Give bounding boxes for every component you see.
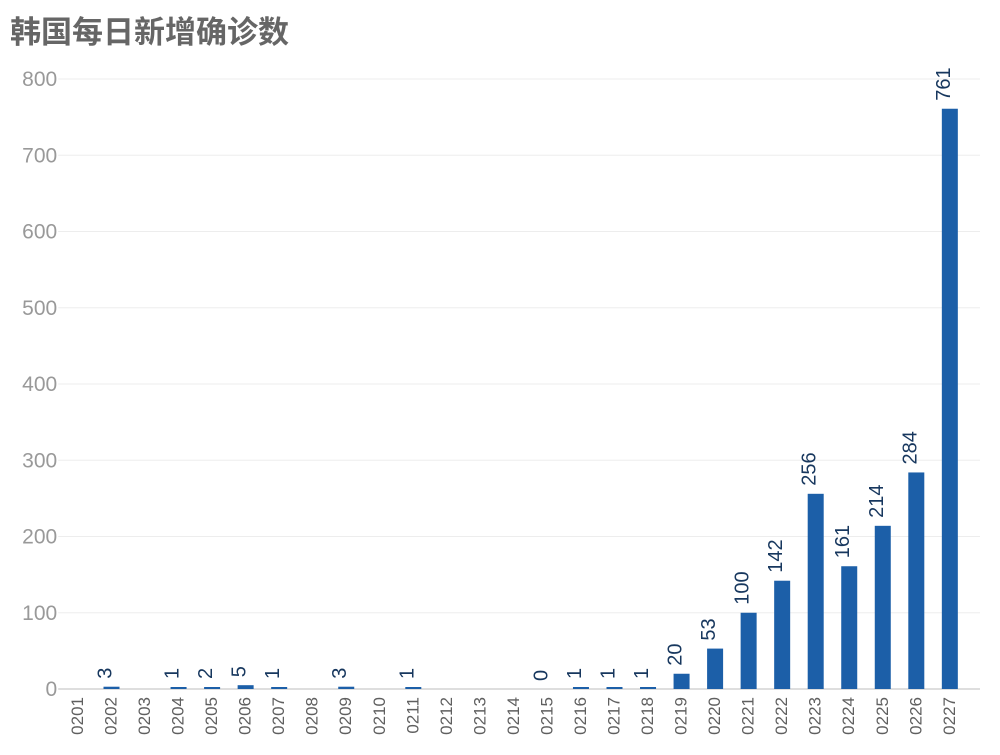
svg-text:256: 256 xyxy=(799,452,821,485)
svg-text:0219: 0219 xyxy=(672,697,691,735)
svg-text:0216: 0216 xyxy=(571,697,590,735)
svg-text:0224: 0224 xyxy=(839,697,858,735)
svg-text:0207: 0207 xyxy=(269,697,288,735)
svg-text:0208: 0208 xyxy=(303,697,322,735)
svg-text:0212: 0212 xyxy=(437,697,456,735)
svg-text:100: 100 xyxy=(22,602,57,625)
svg-text:0210: 0210 xyxy=(370,697,389,735)
svg-text:284: 284 xyxy=(899,431,921,464)
svg-text:0221: 0221 xyxy=(739,697,758,735)
svg-text:0203: 0203 xyxy=(135,697,154,735)
svg-text:500: 500 xyxy=(22,297,57,320)
svg-text:2: 2 xyxy=(195,668,217,679)
svg-text:214: 214 xyxy=(866,484,888,517)
svg-text:1: 1 xyxy=(262,668,284,679)
svg-text:0214: 0214 xyxy=(504,697,523,735)
svg-text:0211: 0211 xyxy=(403,697,422,734)
svg-text:0: 0 xyxy=(46,678,58,701)
svg-text:200: 200 xyxy=(22,526,57,549)
svg-text:3: 3 xyxy=(329,668,351,679)
svg-text:0222: 0222 xyxy=(772,697,791,735)
svg-text:0204: 0204 xyxy=(169,697,188,735)
svg-text:400: 400 xyxy=(22,373,57,396)
svg-text:700: 700 xyxy=(22,144,57,167)
svg-text:1: 1 xyxy=(162,668,184,679)
svg-text:100: 100 xyxy=(732,571,754,604)
svg-text:1: 1 xyxy=(396,668,418,679)
svg-text:0223: 0223 xyxy=(806,697,825,735)
svg-text:0206: 0206 xyxy=(236,697,255,735)
svg-text:0201: 0201 xyxy=(68,697,87,735)
svg-text:0209: 0209 xyxy=(336,697,355,735)
svg-text:0220: 0220 xyxy=(705,697,724,735)
svg-text:0202: 0202 xyxy=(102,697,121,735)
svg-text:761: 761 xyxy=(933,67,955,100)
svg-text:0215: 0215 xyxy=(537,697,556,735)
svg-text:600: 600 xyxy=(22,221,57,244)
svg-text:300: 300 xyxy=(22,449,57,472)
svg-text:142: 142 xyxy=(765,539,787,572)
svg-text:0: 0 xyxy=(530,670,552,681)
svg-text:1: 1 xyxy=(631,668,653,679)
svg-text:0205: 0205 xyxy=(202,697,221,735)
svg-text:3: 3 xyxy=(95,668,117,679)
svg-text:161: 161 xyxy=(832,525,854,558)
svg-text:1: 1 xyxy=(564,668,586,679)
svg-text:1: 1 xyxy=(598,668,620,679)
svg-text:20: 20 xyxy=(665,644,687,666)
svg-text:53: 53 xyxy=(698,618,720,640)
svg-text:5: 5 xyxy=(229,666,251,677)
svg-text:0218: 0218 xyxy=(638,697,657,735)
svg-text:0226: 0226 xyxy=(906,697,925,735)
svg-text:0217: 0217 xyxy=(605,697,624,735)
svg-text:800: 800 xyxy=(22,68,57,91)
svg-text:0225: 0225 xyxy=(873,697,892,735)
svg-text:0227: 0227 xyxy=(940,697,959,735)
svg-text:0213: 0213 xyxy=(470,697,489,735)
